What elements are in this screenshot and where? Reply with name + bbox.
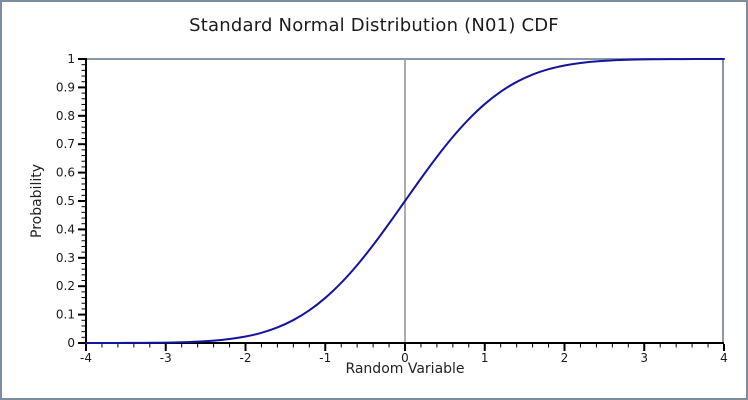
x-axis-ticks — [85, 344, 725, 351]
svg-text:0.6: 0.6 — [56, 166, 75, 180]
y-axis-tick-labels: 0 0.1 0.2 0.3 0.4 0.5 0.6 0.7 0.8 0.9 1 — [56, 52, 75, 350]
svg-text:-1: -1 — [319, 351, 331, 365]
chart-title: Standard Normal Distribution (N01) CDF — [189, 15, 559, 36]
svg-text:0.5: 0.5 — [56, 194, 75, 208]
svg-text:0: 0 — [67, 336, 75, 350]
y-axis-label: Probability — [29, 163, 45, 239]
svg-text:1: 1 — [481, 351, 489, 365]
svg-text:4: 4 — [720, 351, 728, 365]
svg-text:-2: -2 — [240, 351, 252, 365]
svg-text:0.9: 0.9 — [56, 80, 75, 94]
svg-text:0.1: 0.1 — [56, 308, 75, 322]
y-axis-ticks — [78, 58, 85, 344]
axes-spines — [85, 58, 724, 344]
svg-text:3: 3 — [640, 351, 648, 365]
svg-text:0.7: 0.7 — [56, 137, 75, 151]
svg-text:0.3: 0.3 — [56, 251, 75, 265]
svg-text:1: 1 — [67, 52, 75, 66]
svg-text:0.4: 0.4 — [56, 222, 75, 236]
x-axis-tick-labels: -4 -3 -2 -1 0 1 2 3 4 — [80, 351, 728, 365]
svg-text:-3: -3 — [160, 351, 172, 365]
svg-text:0: 0 — [401, 351, 409, 365]
svg-text:0.8: 0.8 — [56, 109, 75, 123]
cdf-curve — [85, 58, 725, 344]
svg-text:-4: -4 — [80, 351, 92, 365]
svg-text:0.2: 0.2 — [56, 279, 75, 293]
svg-text:2: 2 — [561, 351, 569, 365]
x-axis-label: Random Variable — [345, 361, 465, 377]
